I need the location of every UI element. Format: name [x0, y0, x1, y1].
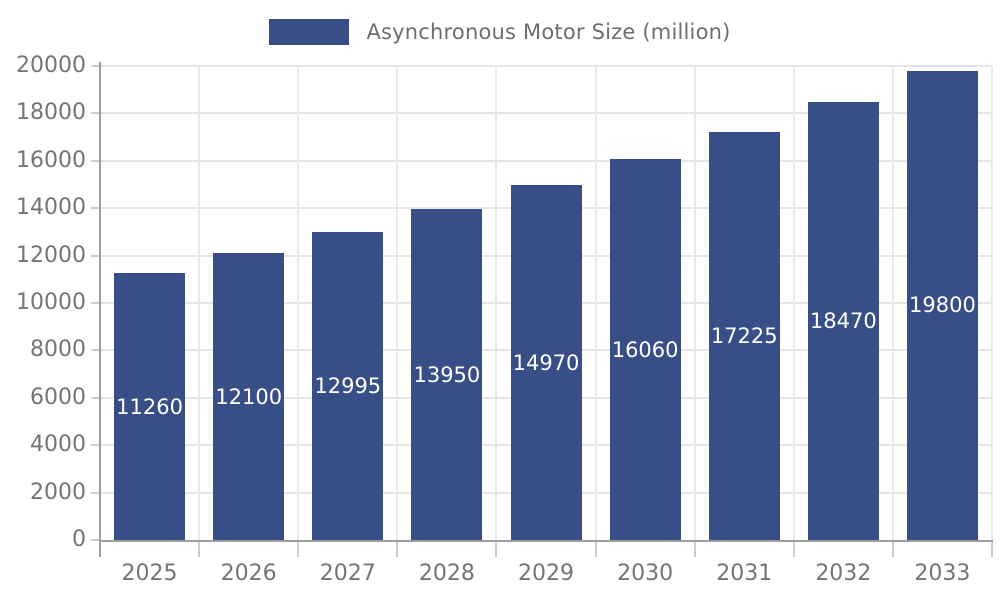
y-axis-line [99, 62, 101, 557]
y-tick-label: 12000 [16, 242, 86, 268]
x-tick [297, 542, 300, 557]
x-gridline [891, 66, 894, 540]
x-tick-label: 2032 [815, 561, 872, 586]
y-tick [91, 159, 100, 162]
bar: 12100 [213, 253, 285, 540]
y-gridline [100, 112, 992, 115]
x-tick [891, 542, 894, 557]
y-tick [91, 207, 100, 210]
bar-value-label: 19800 [909, 293, 976, 318]
x-gridline [495, 66, 498, 540]
x-tick-label: 2030 [617, 561, 674, 586]
legend-swatch [269, 19, 350, 45]
x-tick-label: 2028 [418, 561, 475, 586]
y-tick [91, 491, 100, 494]
bar: 12995 [312, 232, 384, 540]
y-tick-label: 10000 [16, 290, 86, 315]
bar-value-label: 13950 [413, 362, 481, 387]
x-tick [396, 542, 399, 557]
x-tick-label: 2027 [319, 561, 376, 586]
y-tick-label: 0 [72, 527, 86, 552]
legend-label: Asynchronous Motor Size (million) [366, 20, 731, 44]
bar-value-label: 18470 [809, 309, 877, 334]
x-tick-label: 2025 [121, 561, 178, 586]
y-tick [91, 349, 100, 352]
y-tick-label: 8000 [30, 337, 86, 363]
x-gridline [198, 66, 201, 540]
bar-value-label: 14970 [512, 350, 580, 375]
y-tick [91, 444, 100, 447]
bar-value-label: 12995 [314, 374, 382, 398]
x-tick [792, 542, 795, 557]
y-tick [91, 396, 100, 399]
bar: 18470 [807, 102, 879, 540]
bar: 16060 [609, 159, 681, 540]
x-gridline [396, 66, 399, 540]
x-axis-line [99, 540, 993, 542]
y-tick-label: 2000 [30, 479, 86, 505]
x-tick [495, 542, 498, 557]
bar-value-label: 12100 [215, 384, 283, 409]
bar: 11260 [114, 273, 186, 540]
bar-value-label: 11260 [116, 394, 183, 419]
y-tick-label: 14000 [16, 195, 86, 221]
bar: 13950 [411, 209, 483, 540]
legend: Asynchronous Motor Size (million) [0, 16, 1000, 48]
y-tick-label: 18000 [16, 100, 86, 126]
bar: 14970 [510, 185, 582, 540]
y-tick [91, 254, 100, 257]
bar-value-label: 17225 [710, 323, 778, 348]
y-gridline [100, 159, 992, 162]
x-gridline [991, 66, 993, 540]
x-tick-label: 2033 [914, 561, 971, 586]
x-gridline [594, 66, 597, 540]
x-tick-label: 2031 [716, 561, 773, 586]
y-tick [91, 539, 100, 541]
x-tick-label: 2026 [220, 561, 277, 586]
x-gridline [297, 66, 300, 540]
y-gridline [100, 65, 992, 67]
y-tick [91, 65, 100, 67]
y-tick [91, 112, 100, 115]
bar: 19800 [906, 70, 978, 540]
y-tick-label: 4000 [30, 432, 86, 458]
x-tick-label: 2029 [517, 561, 574, 586]
x-tick [693, 542, 696, 557]
x-gridline [693, 66, 696, 540]
x-tick [198, 542, 201, 557]
bar-value-label: 16060 [611, 337, 679, 362]
y-tick-label: 16000 [16, 147, 86, 173]
bar: 17225 [708, 131, 780, 540]
x-tick [991, 542, 993, 557]
x-tick [594, 542, 597, 557]
x-gridline [792, 66, 795, 540]
y-tick-label: 6000 [30, 384, 86, 410]
y-tick-label: 20000 [16, 53, 86, 78]
y-tick [91, 302, 100, 304]
